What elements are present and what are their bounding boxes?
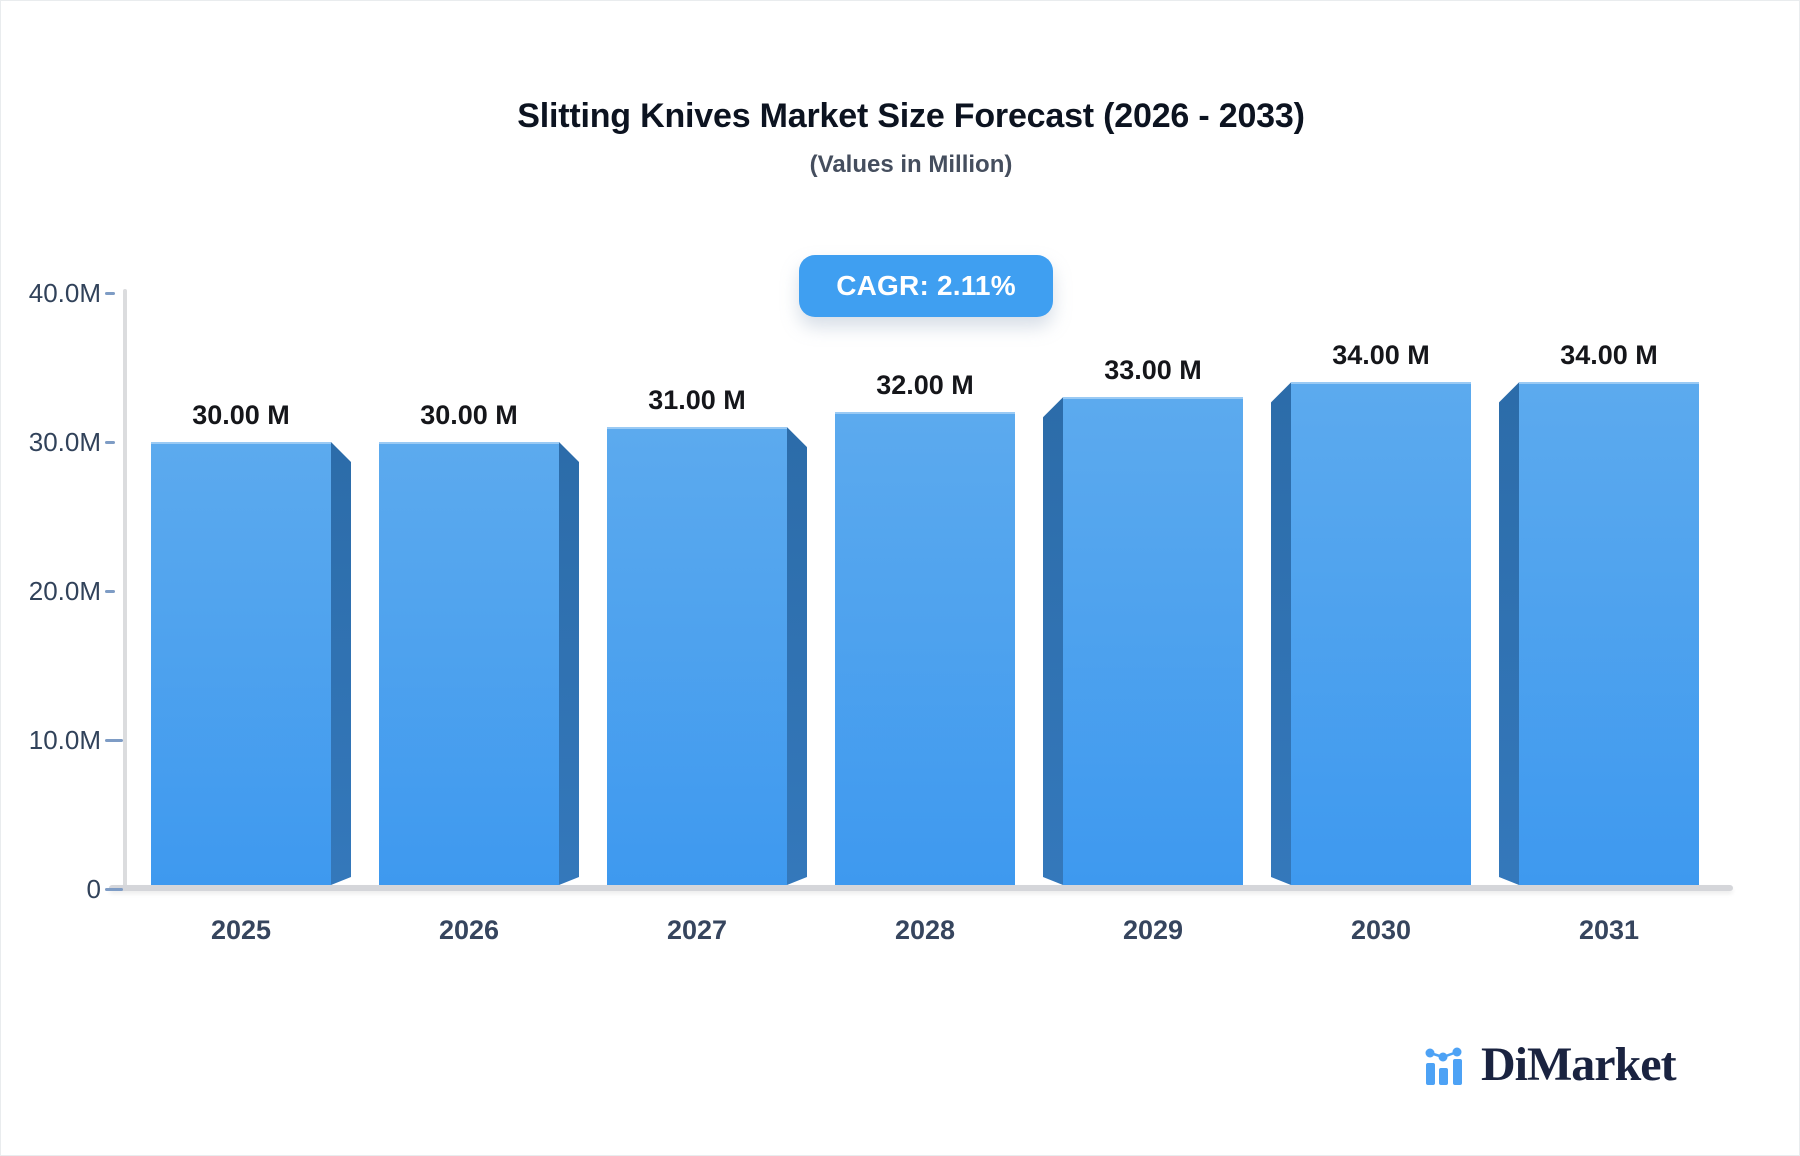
bar-side-face (331, 442, 351, 885)
y-tick-label: 10.0M (28, 725, 101, 755)
x-tick-label: 2031 (1578, 915, 1640, 945)
x-tick-label: 2025 (210, 915, 272, 945)
bar-value-label: 33.00 M (1104, 355, 1202, 386)
bar (607, 427, 787, 885)
x-tick-label: 2026 (438, 915, 500, 945)
bar (1519, 382, 1699, 885)
bar (1291, 382, 1471, 885)
bar-side-face (787, 427, 807, 885)
y-tick-label: 0 (86, 874, 101, 904)
y-tick-dash (105, 441, 115, 444)
y-tick-dash (105, 292, 115, 295)
bar-side-face (559, 442, 579, 885)
bar-value-label: 32.00 M (876, 370, 974, 401)
y-tick-dash (105, 590, 115, 593)
brand-logo-text: DiMarket (1481, 1038, 1677, 1091)
bar-side-face (1043, 397, 1063, 885)
x-tick-label: 2028 (894, 915, 956, 945)
bar (379, 442, 559, 885)
y-tick-dash (105, 739, 123, 742)
y-tick-label: 40.0M (28, 278, 101, 308)
x-tick-label: 2027 (666, 915, 728, 945)
bar (151, 442, 331, 885)
bar-side-face (1271, 382, 1291, 885)
x-tick-label: 2030 (1350, 915, 1412, 945)
y-tick-label: 30.0M (28, 427, 101, 457)
brand-logo: DiMarket (1423, 1038, 1677, 1091)
x-tick-label: 2029 (1122, 915, 1184, 945)
bar-side-face (1499, 382, 1519, 885)
y-tick-dash (105, 888, 123, 891)
bar-value-label: 34.00 M (1332, 340, 1430, 371)
bar-value-label: 30.00 M (420, 400, 518, 430)
cagr-badge: CAGR: 2.11% (799, 255, 1053, 317)
bar-value-label: 34.00 M (1560, 340, 1658, 371)
bar-value-label: 30.00 M (192, 400, 290, 430)
brand-logo-icon (1425, 1047, 1462, 1085)
y-axis-line (123, 289, 127, 889)
y-tick-label: 20.0M (28, 576, 101, 606)
bar (1063, 397, 1243, 885)
bar-value-label: 31.00 M (648, 385, 746, 416)
bar (835, 412, 1015, 885)
x-axis-baseline (109, 885, 1733, 891)
